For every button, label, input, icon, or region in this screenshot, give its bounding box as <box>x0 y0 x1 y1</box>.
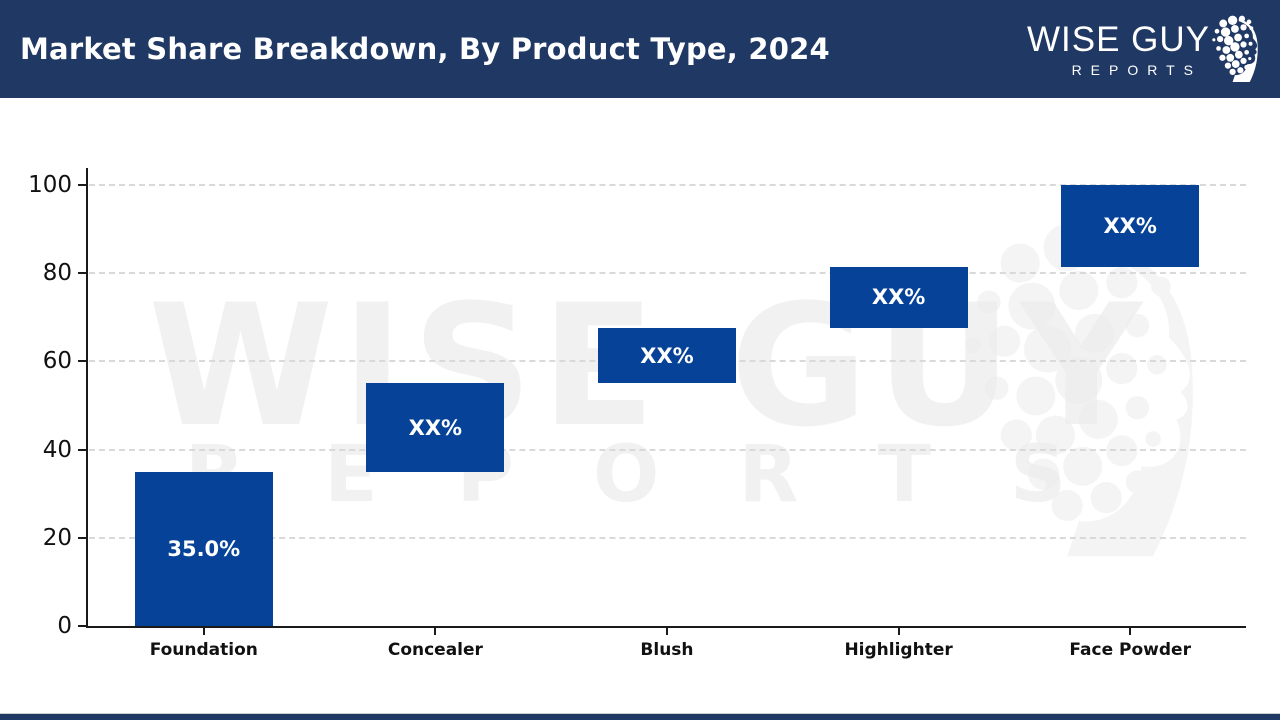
x-axis-category-label-concealer: Concealer <box>387 640 483 660</box>
bar-value-label: XX% <box>1103 213 1157 238</box>
y-axis-tick-label: 0 <box>57 613 72 639</box>
bar-highlighter: XX% <box>829 266 968 329</box>
y-axis-tick-label: 20 <box>42 524 72 551</box>
header-bar: Market Share Breakdown, By Product Type,… <box>0 0 1280 98</box>
gridline-20 <box>89 536 1246 539</box>
watermark-reports-text: R E P O R T S <box>185 430 1093 520</box>
gridline-80 <box>89 272 1246 275</box>
gridline-100 <box>89 184 1246 186</box>
brand-logo: WISE GUY REPORTS <box>1016 4 1276 96</box>
bottom-divider-line <box>0 713 1280 714</box>
y-axis-line <box>86 168 88 628</box>
y-axis-tick-label: 80 <box>42 260 72 287</box>
x-axis-tick-concealer <box>434 628 437 635</box>
y-axis-tick-label: 60 <box>42 348 72 375</box>
x-axis-tick-blush <box>666 628 668 635</box>
x-axis-tick-face-powder <box>1129 628 1132 635</box>
footer-bar <box>0 714 1280 720</box>
x-axis-tick-highlighter <box>897 628 900 635</box>
logo-reports-text: REPORTS <box>1071 62 1202 78</box>
logo-wiseguy-text: WISE GUY <box>1026 20 1210 59</box>
y-axis-tick-100 <box>78 184 86 186</box>
x-axis-category-label-highlighter: Highlighter <box>844 640 953 660</box>
x-axis-tick-foundation <box>202 628 205 635</box>
x-axis-category-label-foundation: Foundation <box>149 640 258 660</box>
y-axis-tick-0 <box>78 625 86 627</box>
gridline-40 <box>89 448 1246 451</box>
y-axis-tick-20 <box>78 536 86 539</box>
bar-value-label: 35.0% <box>167 536 241 561</box>
bar-foundation: 35.0% <box>134 471 273 626</box>
bar-blush: XX% <box>598 328 736 384</box>
y-axis-tick-label: 40 <box>42 436 72 463</box>
page-title: Market Share Breakdown, By Product Type,… <box>20 32 830 66</box>
x-axis-line <box>86 626 1246 628</box>
y-axis-tick-80 <box>78 272 86 275</box>
y-axis-tick-label: 100 <box>28 172 72 198</box>
y-axis-tick-60 <box>78 360 86 363</box>
x-axis-category-label-blush: Blush <box>640 640 694 660</box>
bar-value-label: XX% <box>408 415 463 440</box>
logo-head-icon <box>1190 8 1276 92</box>
bar-value-label: XX% <box>640 343 694 368</box>
y-axis-tick-40 <box>78 448 86 451</box>
bar-face-powder: XX% <box>1061 185 1200 267</box>
x-axis-category-label-face-powder: Face Powder <box>1069 640 1191 660</box>
bar-value-label: XX% <box>871 285 926 310</box>
bar-concealer: XX% <box>366 383 505 472</box>
